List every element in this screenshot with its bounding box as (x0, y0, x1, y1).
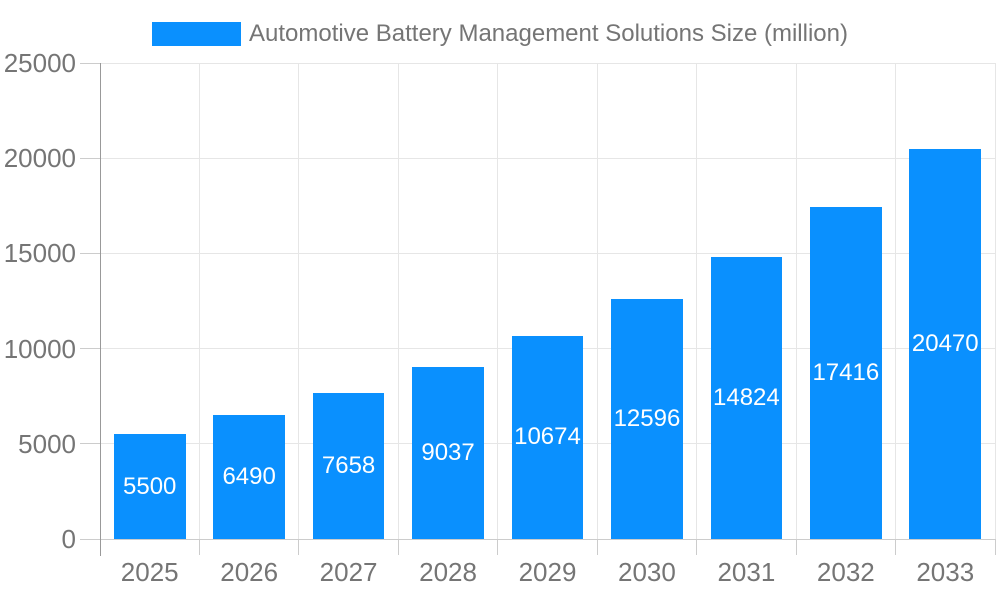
x-axis-label: 2031 (717, 557, 776, 587)
x-axis-tick (497, 539, 499, 555)
x-axis-tick (795, 539, 797, 555)
bar-value-label: 14824 (713, 383, 780, 411)
bar: 14824 (710, 256, 783, 539)
bar-value-label: 12596 (613, 405, 681, 433)
x-axis-label: 2025 (120, 557, 179, 587)
bar: 12596 (611, 299, 683, 539)
y-axis-label: 20000 (3, 143, 76, 174)
y-axis-tick (80, 538, 100, 540)
x-axis-tick (596, 539, 598, 555)
y-axis-tick (80, 62, 100, 64)
y-axis-tick (80, 157, 100, 159)
x-axis-tick (696, 539, 698, 555)
bar: 17416 (810, 207, 882, 539)
y-axis-tick (80, 443, 100, 445)
x-axis-label: 2030 (618, 557, 676, 587)
y-axis-label: 10000 (3, 333, 76, 364)
y-gridline (100, 62, 995, 64)
bar: 5500 (113, 434, 186, 539)
bar: 9037 (412, 366, 484, 539)
x-axis-label: 2028 (419, 557, 477, 587)
bar: 20470 (909, 149, 982, 539)
x-axis-label: 2029 (518, 557, 577, 587)
x-gridline (696, 63, 698, 539)
legend-label: Automotive Battery Management Solutions … (249, 20, 848, 47)
x-axis-tick (298, 539, 300, 555)
bar-value-label: 5500 (123, 472, 177, 500)
x-gridline (895, 63, 897, 539)
bar: 7658 (312, 393, 385, 539)
y-axis-label: 25000 (3, 48, 76, 78)
bar-value-label: 20470 (911, 330, 979, 358)
x-axis-tick (895, 539, 897, 555)
legend-item[interactable]: Automotive Battery Management Solutions … (0, 20, 1000, 48)
x-gridline (795, 63, 797, 539)
x-axis-tick (397, 539, 399, 555)
x-axis-tick (994, 539, 996, 555)
y-gridline (100, 157, 995, 159)
x-axis-tick (198, 539, 200, 555)
x-axis-label: 2026 (220, 557, 279, 587)
bar-value-label: 17416 (812, 359, 880, 387)
bar: 10674 (511, 335, 584, 539)
bar-value-label: 6490 (222, 463, 276, 491)
x-gridline (298, 63, 300, 539)
x-gridline (198, 63, 200, 539)
x-gridline (596, 63, 598, 539)
legend-swatch (152, 22, 242, 46)
x-gridline (497, 63, 499, 539)
x-axis-label: 2033 (916, 557, 975, 587)
bar-value-label: 7658 (321, 452, 376, 480)
y-axis-line (99, 63, 101, 556)
y-gridline (100, 252, 995, 254)
y-axis-tick (80, 252, 100, 254)
y-axis-label: 15000 (3, 238, 76, 269)
y-axis-label: 5000 (18, 428, 76, 459)
x-gridline (994, 63, 996, 539)
x-axis-label: 2027 (319, 557, 378, 587)
y-axis-label: 0 (61, 524, 76, 554)
bar-value-label: 10674 (514, 423, 581, 451)
x-gridline (397, 63, 399, 539)
bar: 6490 (213, 415, 285, 539)
y-axis-tick (80, 348, 100, 350)
y-gridline (100, 538, 995, 540)
x-axis-label: 2032 (816, 557, 875, 587)
bar-value-label: 9037 (421, 438, 475, 466)
